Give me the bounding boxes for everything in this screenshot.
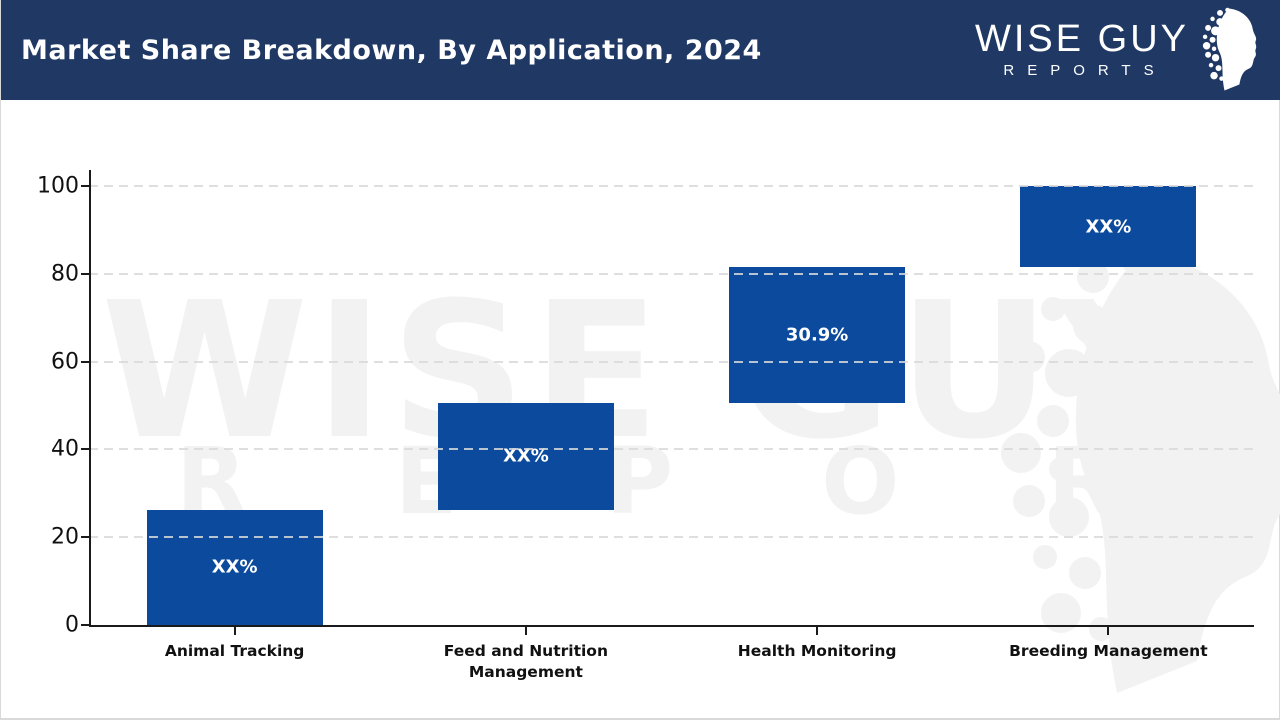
- bar: [437, 402, 614, 510]
- y-tick-mark: [81, 624, 89, 626]
- gridline: [89, 360, 1254, 363]
- x-axis-line: [89, 625, 1254, 627]
- x-tick-mark: [524, 627, 527, 635]
- y-tick-mark: [81, 360, 89, 363]
- bar: [729, 267, 906, 403]
- brand-subname: REPORTS: [1003, 61, 1167, 79]
- y-tick-mark: [81, 448, 89, 451]
- page-title: Market Share Breakdown, By Application, …: [21, 34, 762, 66]
- gridline: [89, 536, 1254, 539]
- x-axis-category-label: Animal Tracking: [164, 642, 305, 660]
- brand-name: WISE GUY: [974, 17, 1189, 60]
- x-axis-category-label: Breeding Management: [1009, 642, 1208, 660]
- watermark-face-icon: [1001, 249, 1280, 693]
- y-axis-line: [89, 170, 91, 627]
- bar: [146, 509, 323, 625]
- y-axis-tick-label: 100: [37, 173, 79, 199]
- bar: [1020, 186, 1197, 268]
- y-axis-tick-label: 40: [51, 436, 79, 462]
- y-tick-mark: [81, 272, 89, 275]
- gridline: [89, 448, 1254, 451]
- brand-logo: WISE GUY REPORTS: [975, 4, 1271, 92]
- gridline: [89, 272, 1254, 275]
- dotted-face-profile-icon: [1202, 7, 1257, 91]
- x-axis-category-label: Health Monitoring: [737, 642, 897, 660]
- bar-value-label: XX%: [1085, 216, 1132, 238]
- gridline: [89, 185, 1254, 187]
- x-tick-mark: [816, 627, 819, 635]
- bar-value-label: XX%: [211, 556, 258, 578]
- x-tick-mark: [1107, 627, 1110, 635]
- bar-value-label: 30.9%: [785, 324, 849, 346]
- y-axis-tick-label: 20: [51, 524, 79, 550]
- header-bar: Market Share Breakdown, By Application, …: [1, 0, 1280, 100]
- brand-logo-text: WISE GUY REPORTS: [975, 18, 1189, 79]
- y-tick-mark: [81, 536, 89, 539]
- y-axis-tick-label: 0: [65, 612, 79, 638]
- x-tick-mark: [233, 627, 236, 635]
- y-axis-tick-label: 60: [51, 349, 79, 375]
- y-tick-mark: [81, 185, 89, 187]
- x-axis-category-label: Feed and Nutrition Management: [443, 642, 608, 681]
- y-axis-tick-label: 80: [51, 261, 79, 287]
- bar-value-label: XX%: [502, 445, 549, 467]
